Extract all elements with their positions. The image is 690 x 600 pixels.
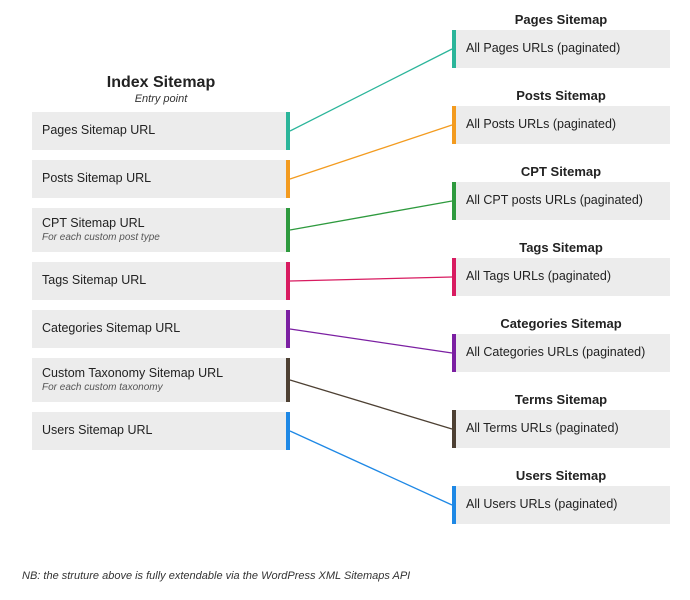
- index-entry-label: Users Sitemap URL: [42, 423, 276, 439]
- sitemap-box: All Pages URLs (paginated): [452, 30, 670, 68]
- diagram-stage: Index SitemapEntry point Pages Sitemap UR…: [0, 0, 690, 600]
- index-entry: Posts Sitemap URL: [32, 160, 290, 198]
- index-entry-sublabel: For each custom post type: [42, 232, 276, 244]
- connector-line: [290, 380, 452, 429]
- connector-line: [290, 125, 452, 179]
- index-entry-sublabel: For each custom taxonomy: [42, 382, 276, 394]
- connector-line: [290, 49, 452, 131]
- sitemap-box-label: All Posts URLs (paginated): [466, 117, 660, 133]
- sitemap-box: All Posts URLs (paginated): [452, 106, 670, 144]
- index-entry: Users Sitemap URL: [32, 412, 290, 450]
- footnote: NB: the struture above is fully extendab…: [22, 570, 410, 582]
- connector-line: [290, 277, 452, 281]
- index-entry: Pages Sitemap URL: [32, 112, 290, 150]
- index-entry-label: Tags Sitemap URL: [42, 273, 276, 289]
- sitemap-box: All CPT posts URLs (paginated): [452, 182, 670, 220]
- sitemap-title: Tags Sitemap: [452, 240, 670, 255]
- sitemap-title: Pages Sitemap: [452, 12, 670, 27]
- index-entry: Custom Taxonomy Sitemap URLFor each cust…: [32, 358, 290, 402]
- index-entry-label: Posts Sitemap URL: [42, 171, 276, 187]
- index-entry: Tags Sitemap URL: [32, 262, 290, 300]
- sitemap-title: Users Sitemap: [452, 468, 670, 483]
- sitemap-box: All Tags URLs (paginated): [452, 258, 670, 296]
- index-title: Index Sitemap: [32, 74, 290, 92]
- sitemap-box-label: All Pages URLs (paginated): [466, 41, 660, 57]
- connector-line: [290, 431, 452, 505]
- sitemap-box: All Users URLs (paginated): [452, 486, 670, 524]
- sitemap-box: All Terms URLs (paginated): [452, 410, 670, 448]
- index-subtitle: Entry point: [32, 93, 290, 105]
- sitemap-title: Posts Sitemap: [452, 88, 670, 103]
- connector-line: [290, 329, 452, 353]
- sitemap-box-label: All Tags URLs (paginated): [466, 269, 660, 285]
- index-entry-label: Pages Sitemap URL: [42, 123, 276, 139]
- sitemap-title: CPT Sitemap: [452, 164, 670, 179]
- sitemap-box-label: All Terms URLs (paginated): [466, 421, 660, 437]
- sitemap-title: Terms Sitemap: [452, 392, 670, 407]
- index-entry-label: Categories Sitemap URL: [42, 321, 276, 337]
- sitemap-title: Categories Sitemap: [452, 316, 670, 331]
- sitemap-box-label: All Categories URLs (paginated): [466, 345, 660, 361]
- sitemap-box: All Categories URLs (paginated): [452, 334, 670, 372]
- index-entry-label: Custom Taxonomy Sitemap URL: [42, 366, 276, 382]
- sitemap-box-label: All Users URLs (paginated): [466, 497, 660, 513]
- connector-line: [290, 201, 452, 230]
- index-entry-label: CPT Sitemap URL: [42, 216, 276, 232]
- index-entry: CPT Sitemap URLFor each custom post type: [32, 208, 290, 252]
- sitemap-box-label: All CPT posts URLs (paginated): [466, 193, 660, 209]
- index-entry: Categories Sitemap URL: [32, 310, 290, 348]
